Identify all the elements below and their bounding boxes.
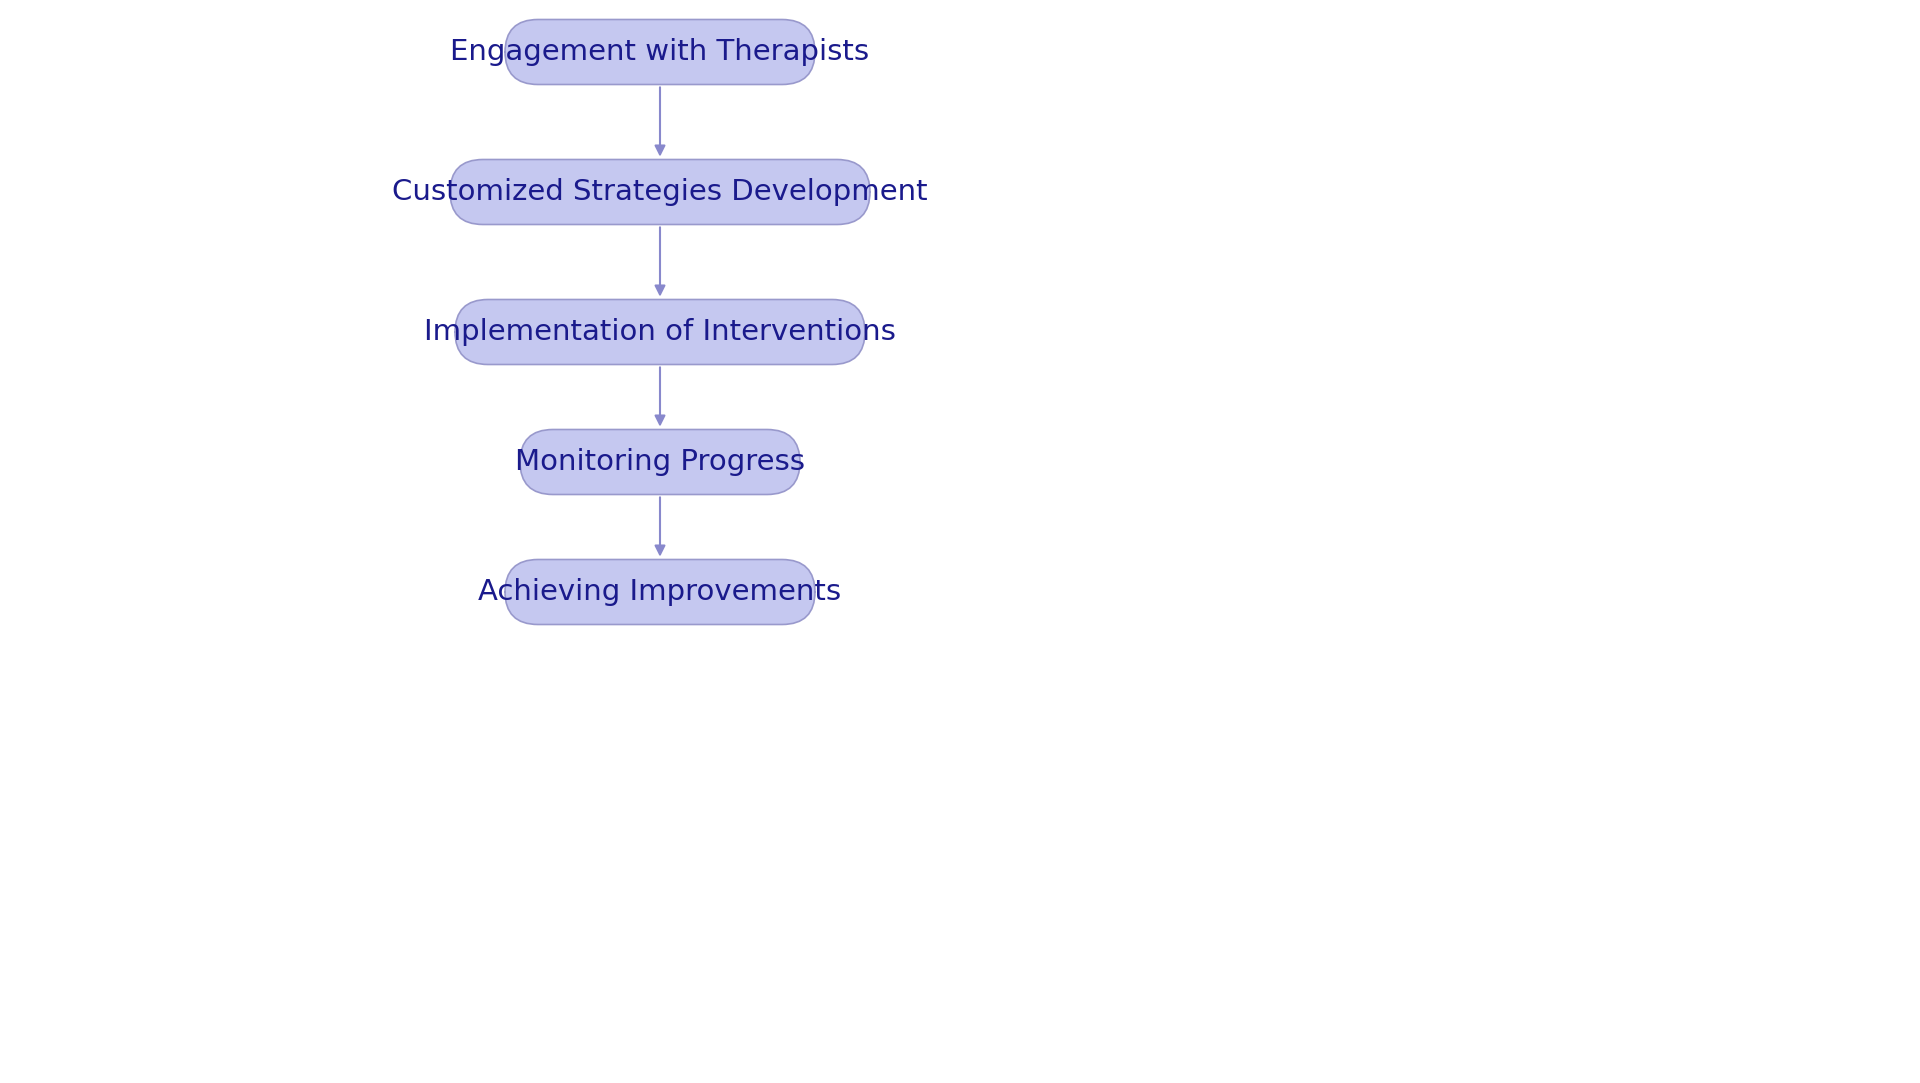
Text: Customized Strategies Development: Customized Strategies Development (392, 178, 927, 206)
Text: Achieving Improvements: Achieving Improvements (478, 578, 841, 606)
FancyBboxPatch shape (449, 159, 870, 224)
FancyBboxPatch shape (455, 300, 866, 365)
FancyBboxPatch shape (505, 19, 814, 84)
FancyBboxPatch shape (505, 560, 814, 625)
Text: Monitoring Progress: Monitoring Progress (515, 448, 804, 477)
Text: Implementation of Interventions: Implementation of Interventions (424, 318, 897, 345)
Text: Engagement with Therapists: Engagement with Therapists (451, 38, 870, 66)
FancyBboxPatch shape (520, 430, 801, 495)
